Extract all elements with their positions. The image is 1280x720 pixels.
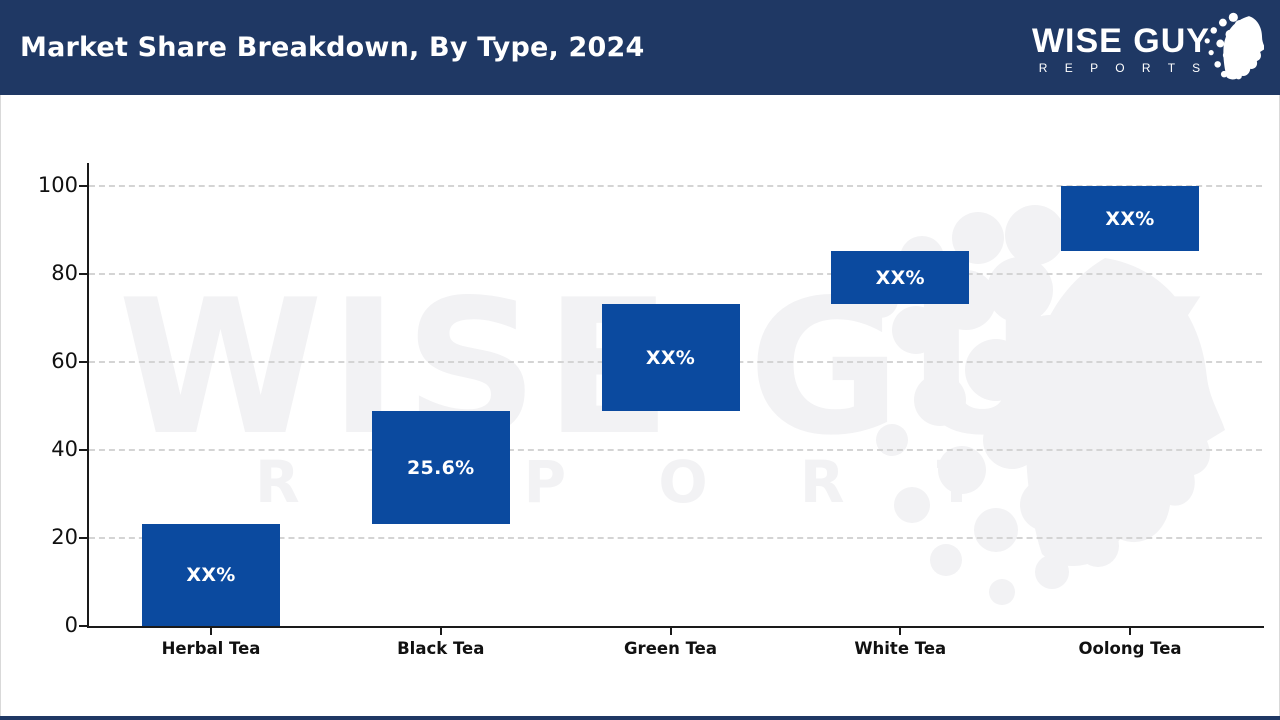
y-tick-label: 0 bbox=[64, 613, 78, 637]
bar-value-label: XX% bbox=[645, 346, 696, 369]
gridline-100 bbox=[89, 185, 1262, 187]
bar-white-tea: XX% bbox=[831, 251, 970, 304]
y-tick-mark bbox=[79, 185, 87, 187]
x-tick-label: White Tea bbox=[854, 639, 947, 658]
gridline-40 bbox=[89, 449, 1262, 451]
x-tick-mark bbox=[439, 628, 442, 635]
header-band: Market Share Breakdown, By Type, 2024 WI… bbox=[0, 0, 1280, 95]
y-tick-mark bbox=[79, 449, 87, 451]
page-title: Market Share Breakdown, By Type, 2024 bbox=[20, 32, 645, 63]
bar-herbal-tea: XX% bbox=[142, 523, 280, 626]
x-tick-mark bbox=[669, 628, 672, 635]
bar-oolong-tea: XX% bbox=[1061, 186, 1199, 252]
y-tick-mark bbox=[79, 625, 87, 627]
x-tick-mark bbox=[1129, 628, 1131, 635]
bar-value-label: XX% bbox=[1105, 207, 1155, 230]
brand-logo: WISE GUY R E P O R T S bbox=[1008, 6, 1268, 91]
bar-value-label: XX% bbox=[186, 563, 236, 586]
x-axis-line bbox=[87, 626, 1264, 628]
y-tick-mark bbox=[79, 537, 87, 539]
x-tick-label: Herbal Tea bbox=[161, 639, 261, 658]
footer-bar bbox=[0, 716, 1280, 720]
x-tick-label: Black Tea bbox=[397, 639, 485, 658]
x-tick-label: Green Tea bbox=[624, 639, 717, 658]
wiseguy-face-icon bbox=[1204, 12, 1264, 80]
y-tick-label: 80 bbox=[51, 261, 78, 285]
x-tick-label: Oolong Tea bbox=[1078, 639, 1182, 658]
gridline-80 bbox=[89, 273, 1262, 275]
y-tick-label: 100 bbox=[37, 173, 78, 197]
y-tick-label: 60 bbox=[51, 349, 78, 373]
logo-wordmark: WISE GUY bbox=[1031, 22, 1210, 60]
bar-value-label: 25.6% bbox=[407, 456, 475, 479]
y-tick-mark bbox=[79, 273, 87, 275]
logo-subtext: R E P O R T S bbox=[1038, 61, 1208, 75]
bar-green-tea: XX% bbox=[601, 303, 740, 412]
y-tick-mark bbox=[79, 361, 87, 363]
x-tick-mark bbox=[210, 628, 212, 635]
y-axis-line bbox=[87, 163, 89, 628]
y-tick-label: 40 bbox=[51, 437, 78, 461]
x-tick-mark bbox=[899, 628, 902, 635]
bar-value-label: XX% bbox=[875, 266, 925, 289]
bar-black-tea: 25.6% bbox=[371, 411, 510, 524]
y-tick-label: 20 bbox=[51, 525, 78, 549]
gridline-20 bbox=[89, 537, 1262, 539]
